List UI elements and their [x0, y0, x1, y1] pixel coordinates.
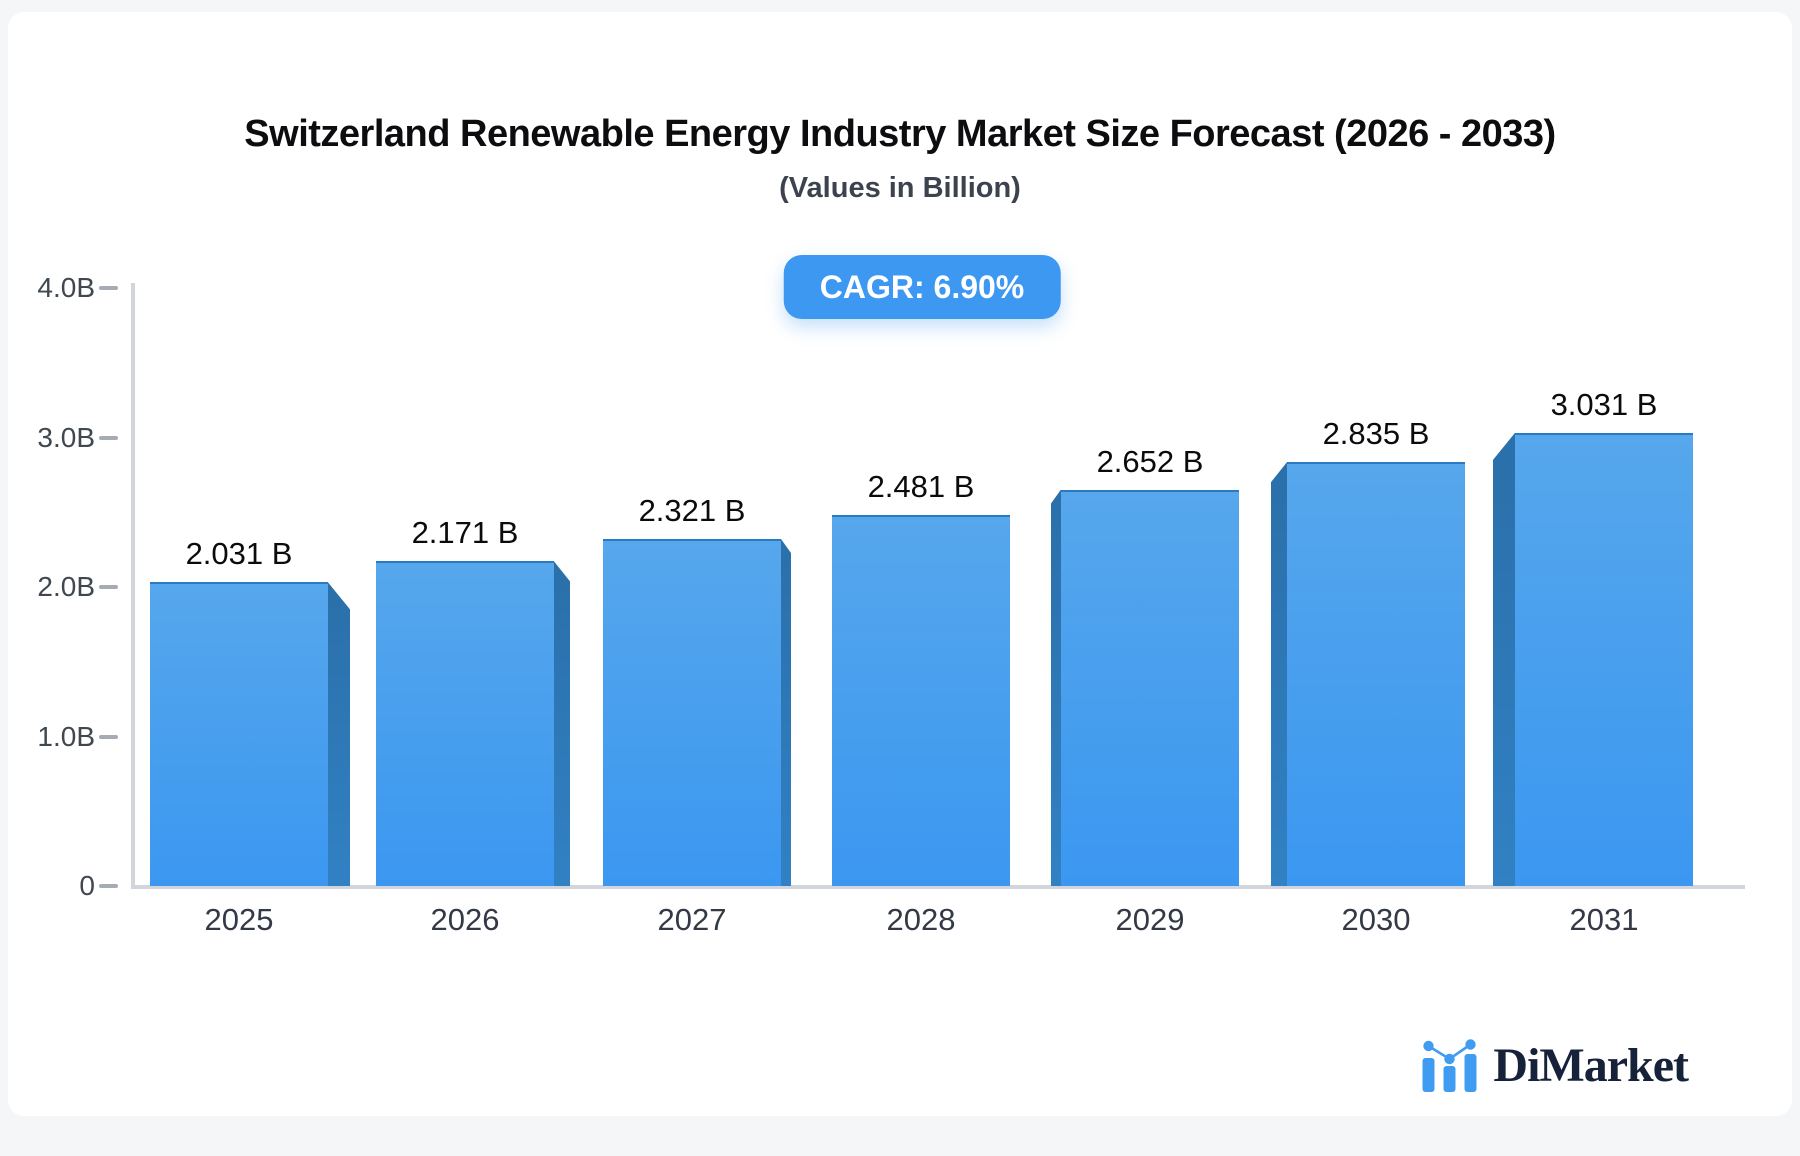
- y-tick-label: 4.0B: [37, 272, 95, 303]
- bar-value-label: 2.652 B: [1096, 443, 1204, 479]
- bar-value-label: 2.481 B: [867, 469, 975, 505]
- cagr-badge: CAGR: 6.90%: [783, 255, 1061, 319]
- bar-3d-side: [328, 582, 350, 886]
- y-tick-label: 0: [79, 870, 95, 901]
- y-tick: [99, 585, 118, 589]
- bar-3d-side: [554, 561, 570, 886]
- bar-value-label: 2.321 B: [638, 493, 746, 528]
- bar-3d-side: [1271, 462, 1287, 886]
- bar-2026: [376, 561, 554, 886]
- chart-title: Switzerland Renewable Energy Industry Ma…: [244, 113, 1556, 155]
- bar-2028: [832, 515, 1010, 886]
- y-tick: [99, 734, 118, 739]
- x-axis-label: 2028: [886, 902, 956, 937]
- brand-logo: DiMarket: [1421, 1034, 1689, 1098]
- y-tick: [99, 435, 118, 440]
- x-axis-label: 2027: [657, 902, 727, 937]
- bar-3d-side: [1493, 432, 1515, 886]
- y-tick: [99, 884, 118, 888]
- x-axis-label: 2029: [1115, 902, 1185, 937]
- x-axis-label: 2026: [430, 902, 500, 937]
- y-tick-label: 2.0B: [37, 571, 95, 602]
- bar-value-label: 3.031 B: [1550, 386, 1658, 422]
- bar-3d-side: [1051, 489, 1061, 886]
- bar-value-label: 2.031 B: [185, 536, 293, 572]
- bar-2030: [1287, 462, 1465, 886]
- bar-chart-logo-icon: [1421, 1038, 1479, 1094]
- y-tick-label: 1.0B: [37, 720, 95, 752]
- x-axis-line: [131, 885, 1745, 889]
- x-axis-label: 2030: [1341, 902, 1411, 937]
- bar-2025: [150, 582, 328, 886]
- bar-2031: [1515, 432, 1693, 886]
- bar-2029: [1061, 489, 1239, 886]
- bar-3d-side: [781, 539, 791, 886]
- brand-wordmark: DiMarket: [1493, 1039, 1689, 1092]
- x-axis-label: 2025: [204, 902, 274, 937]
- y-tick-label: 3.0B: [37, 421, 95, 453]
- bar-2027: [603, 539, 781, 886]
- y-axis-line: [131, 283, 135, 889]
- chart-subtitle: (Values in Billion): [779, 172, 1021, 204]
- bar-value-label: 2.835 B: [1322, 416, 1430, 452]
- x-axis-label: 2031: [1569, 902, 1639, 937]
- bar-value-label: 2.171 B: [411, 515, 519, 551]
- y-tick: [99, 286, 118, 290]
